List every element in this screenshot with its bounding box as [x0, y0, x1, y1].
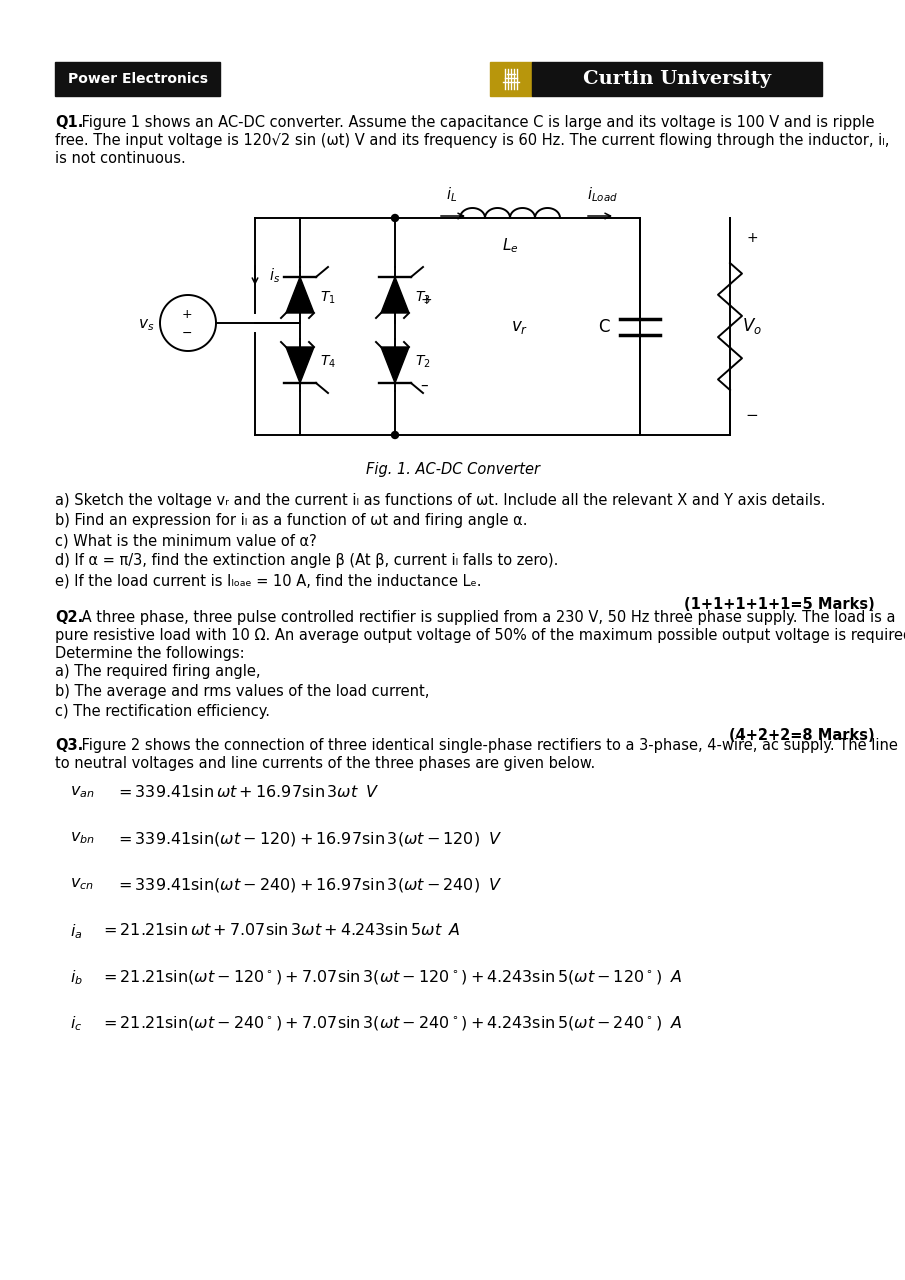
- Text: pure resistive load with 10 Ω. An average output voltage of 50% of the maximum p: pure resistive load with 10 Ω. An averag…: [55, 628, 905, 643]
- Text: $i_a$: $i_a$: [70, 922, 82, 941]
- Text: Q1.: Q1.: [55, 115, 83, 131]
- Polygon shape: [381, 347, 409, 383]
- Bar: [532, 61, 822, 96]
- Text: a) Sketch the voltage vᵣ and the current iₗ as functions of ωt. Include all the : a) Sketch the voltage vᵣ and the current…: [55, 493, 825, 508]
- Text: $T_3$: $T_3$: [415, 289, 431, 306]
- Text: $i_c$: $i_c$: [70, 1014, 82, 1033]
- Text: $= 21.21\sin(\omega t - 120^\circ) + 7.07\sin 3(\omega t - 120^\circ) + 4.243\si: $= 21.21\sin(\omega t - 120^\circ) + 7.0…: [100, 968, 682, 986]
- Text: $v_r$: $v_r$: [511, 317, 529, 335]
- Text: Figure 2 shows the connection of three identical single-phase rectifiers to a 3-: Figure 2 shows the connection of three i…: [77, 739, 898, 753]
- Text: –: –: [420, 378, 428, 393]
- Polygon shape: [381, 276, 409, 314]
- Text: c) The rectification efficiency.: c) The rectification efficiency.: [55, 704, 270, 719]
- Text: $= 339.41\sin(\omega t - 240) + 16.97\sin 3(\omega t - 240)\;\; V$: $= 339.41\sin(\omega t - 240) + 16.97\si…: [115, 876, 502, 893]
- Text: A three phase, three pulse controlled rectifier is supplied from a 230 V, 50 Hz : A three phase, three pulse controlled re…: [77, 611, 896, 625]
- Bar: [55, 61, 220, 96]
- Text: +: +: [420, 293, 432, 307]
- Text: $i_s$: $i_s$: [269, 266, 281, 285]
- Text: Figure 1 shows an AC-DC converter. Assume the capacitance C is large and its vol: Figure 1 shows an AC-DC converter. Assum…: [77, 115, 874, 131]
- Text: (4+2+2=8 Marks): (4+2+2=8 Marks): [729, 728, 875, 742]
- Text: a) The required firing angle,: a) The required firing angle,: [55, 664, 261, 678]
- Text: −: −: [746, 407, 758, 422]
- Text: $T_1$: $T_1$: [320, 289, 336, 306]
- Text: C: C: [598, 317, 610, 335]
- Text: +: +: [747, 230, 757, 244]
- Text: $= 339.41\sin\omega t + 16.97\sin 3\omega t\;\; V$: $= 339.41\sin\omega t + 16.97\sin 3\omeg…: [115, 783, 379, 800]
- Text: is not continuous.: is not continuous.: [55, 151, 186, 166]
- Text: $V_o$: $V_o$: [742, 316, 762, 337]
- Text: $v_{bn}$: $v_{bn}$: [70, 829, 95, 846]
- Text: Fig. 1. AC-DC Converter: Fig. 1. AC-DC Converter: [366, 462, 539, 477]
- Text: d) If α = π/3, find the extinction angle β (At β, current iₗ falls to zero).: d) If α = π/3, find the extinction angle…: [55, 553, 558, 568]
- Text: b) Find an expression for iₗ as a function of ωt and firing angle α.: b) Find an expression for iₗ as a functi…: [55, 513, 528, 527]
- Text: +: +: [182, 307, 192, 320]
- Text: Q2.: Q2.: [55, 611, 83, 625]
- Text: free. The input voltage is 120√2 sin (ωt) V and its frequency is 60 Hz. The curr: free. The input voltage is 120√2 sin (ωt…: [55, 133, 890, 148]
- Text: $v_s$: $v_s$: [138, 317, 154, 333]
- Text: e) If the load current is Iₗₒₐₑ = 10 A, find the inductance Lₑ.: e) If the load current is Iₗₒₐₑ = 10 A, …: [55, 573, 481, 588]
- Circle shape: [392, 215, 398, 221]
- Text: c) What is the minimum value of α?: c) What is the minimum value of α?: [55, 532, 317, 548]
- Text: to neutral voltages and line currents of the three phases are given below.: to neutral voltages and line currents of…: [55, 756, 595, 771]
- Text: $v_{cn}$: $v_{cn}$: [70, 876, 94, 892]
- Polygon shape: [286, 276, 314, 314]
- Circle shape: [392, 431, 398, 439]
- Text: Power Electronics: Power Electronics: [68, 72, 207, 86]
- Text: $T_4$: $T_4$: [320, 353, 336, 370]
- Text: $i_L$: $i_L$: [446, 186, 458, 204]
- Text: Determine the followings:: Determine the followings:: [55, 646, 244, 660]
- Text: b) The average and rms values of the load current,: b) The average and rms values of the loa…: [55, 684, 429, 699]
- Text: −: −: [182, 326, 192, 339]
- Text: $i_b$: $i_b$: [70, 968, 83, 987]
- Polygon shape: [286, 347, 314, 383]
- Text: $L_e$: $L_e$: [501, 236, 519, 255]
- Text: $T_2$: $T_2$: [415, 353, 431, 370]
- Text: $v_{an}$: $v_{an}$: [70, 783, 95, 800]
- Text: (1+1+1+1+1=5 Marks): (1+1+1+1+1=5 Marks): [684, 596, 875, 612]
- Text: Q3.: Q3.: [55, 739, 83, 753]
- Text: $= 21.21\sin\omega t + 7.07\sin 3\omega t + 4.243\sin 5\omega t\;\; A$: $= 21.21\sin\omega t + 7.07\sin 3\omega …: [100, 922, 461, 938]
- Text: $= 339.41\sin(\omega t - 120) + 16.97\sin 3(\omega t - 120)\;\; V$: $= 339.41\sin(\omega t - 120) + 16.97\si…: [115, 829, 502, 847]
- Text: $= 21.21\sin(\omega t - 240^\circ) + 7.07\sin 3(\omega t - 240^\circ) + 4.243\si: $= 21.21\sin(\omega t - 240^\circ) + 7.0…: [100, 1014, 682, 1032]
- Bar: [490, 61, 532, 96]
- Text: Curtin University: Curtin University: [583, 70, 771, 88]
- Text: $i_{Load}$: $i_{Load}$: [586, 186, 617, 204]
